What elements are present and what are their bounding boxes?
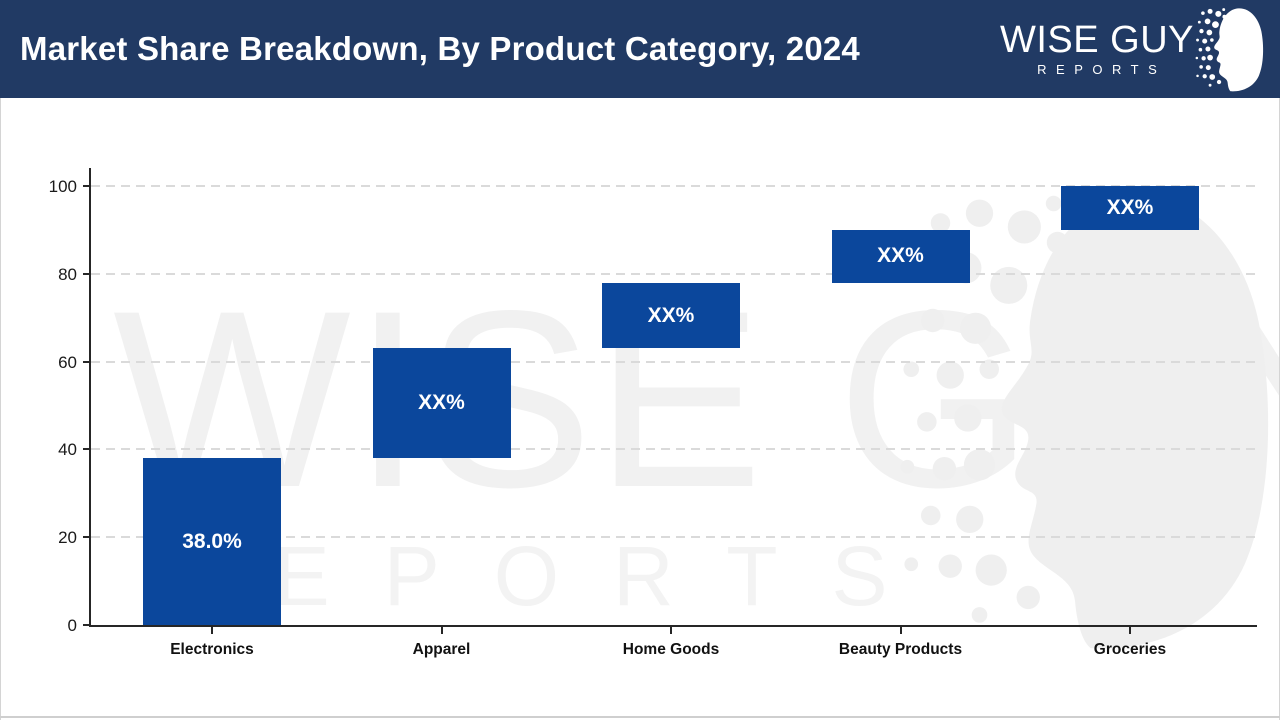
bar-label-electronics: 38.0% [182,529,242,553]
y-axis-line [89,168,91,627]
category-label-beauty-products: Beauty Products [838,641,963,658]
category-label-home-goods: Home Goods [622,641,720,658]
gridline-y20 [91,536,1257,539]
bottom-border-line [0,716,1280,718]
ytick-mark-0 [83,624,91,626]
xtick-mark-2 [670,625,672,634]
ytick-mark-40 [83,448,91,451]
ytick-mark-100 [83,185,91,187]
ytick-mark-80 [83,272,91,275]
bar-apparel [372,348,511,459]
gridline-y80 [91,272,1257,275]
xtick-mark-3 [899,625,902,634]
category-label-groceries: Groceries [1093,641,1167,658]
header-bar: Market Share Breakdown, By Product Categ… [0,0,1280,98]
gridline-y100 [91,185,1257,187]
logo-text: WISE GUY REPORTS [1000,21,1194,77]
logo-wordmark: WISE GUY [999,19,1194,61]
bar-groceries [1061,186,1199,230]
bar-label-home-goods: XX% [647,303,695,327]
gridline-y60 [91,360,1257,363]
category-label-electronics: Electronics [170,641,254,658]
bar-beauty-products [831,229,970,283]
xtick-mark-0 [211,625,213,634]
ytick-label-80: 80 [58,264,77,284]
dot-face-logo-icon [1190,6,1266,92]
gridline-y40 [91,448,1257,451]
xtick-mark-1 [440,625,443,634]
ytick-mark-60 [83,360,91,363]
ytick-label-60: 60 [58,352,77,372]
bar-home-goods [602,282,740,349]
bar-label-groceries: XX% [1106,195,1154,219]
bar-electronics [143,458,281,625]
bar-label-beauty-products: XX% [877,244,924,268]
ytick-label-100: 100 [48,177,77,196]
ytick-mark-20 [83,536,91,539]
xtick-mark-4 [1129,625,1131,634]
x-axis-line [89,625,1257,627]
page-title: Market Share Breakdown, By Product Categ… [20,30,860,67]
ytick-label-40: 40 [58,440,77,460]
ytick-label-0: 0 [67,616,77,635]
bar-label-apparel: XX% [418,391,465,415]
logo-subtitle: REPORTS [1037,62,1167,77]
category-label-apparel: Apparel [412,641,471,658]
chart-area: WISE GUY REPORTS 0 20 40 60 80 100 38.0% Electr… [0,98,1280,720]
wiseguy-logo: WISE GUY REPORTS [1000,6,1266,92]
ytick-label-20: 20 [58,528,77,548]
